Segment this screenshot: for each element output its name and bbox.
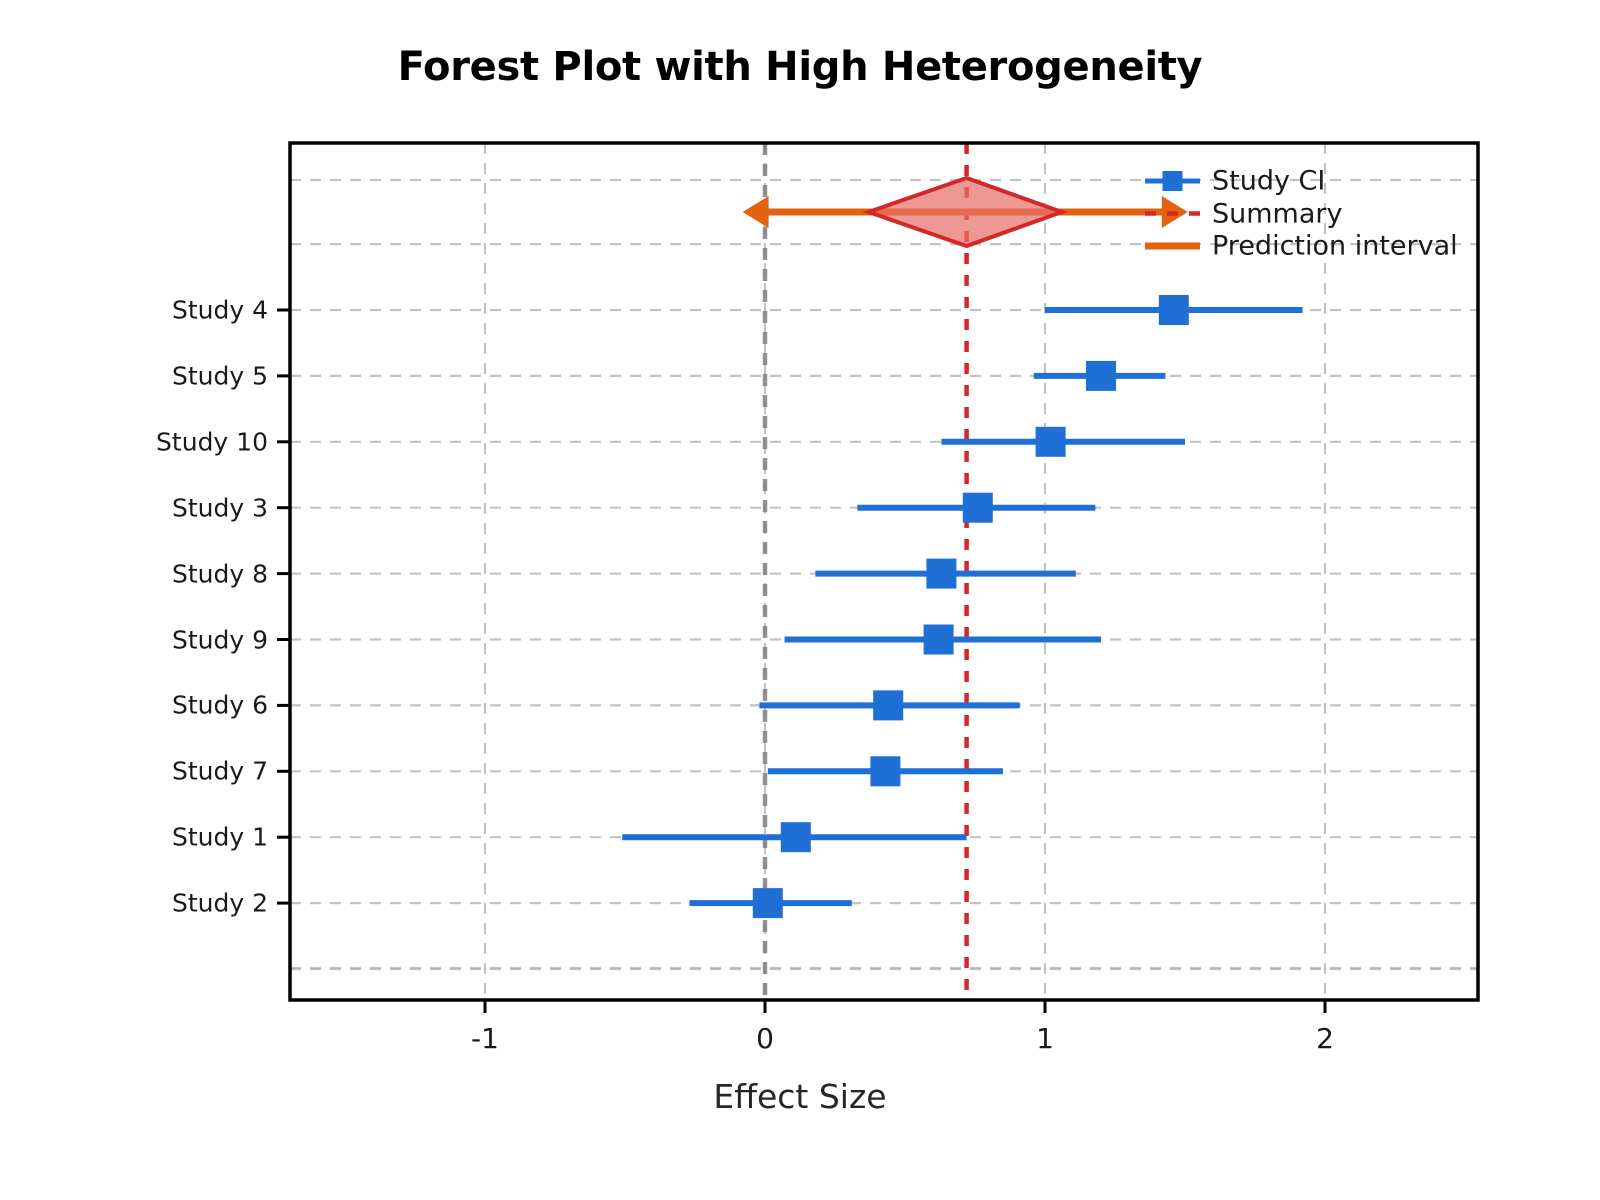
legend-item-prediction-interval: Prediction interval: [1212, 230, 1458, 262]
y-tick-label-study-5: Study 5: [171, 361, 268, 391]
study-estimate-marker: [923, 624, 954, 655]
chart-title: Forest Plot with High Heterogeneity: [397, 44, 1203, 90]
summary-diamond: [862, 175, 1068, 249]
study-row: [815, 558, 1076, 589]
study-estimate-marker: [926, 558, 957, 589]
x-tick-label: 2: [1316, 1022, 1334, 1055]
legend-item-study-ci: Study CI: [1212, 165, 1326, 197]
study-estimate-marker: [873, 690, 904, 721]
study-row: [941, 426, 1185, 457]
y-tick-label-study-1: Study 1: [171, 822, 268, 852]
x-axis-label: Effect Size: [713, 1077, 887, 1116]
study-row: [767, 756, 1003, 787]
study-row: [857, 492, 1096, 523]
y-tick-label-study-7: Study 7: [171, 756, 268, 786]
study-estimate-marker: [1035, 426, 1066, 457]
prediction-interval-arrow-left: [742, 196, 769, 228]
y-tick-label-study-3: Study 3: [171, 493, 268, 523]
study-estimate-marker: [780, 822, 811, 853]
y-tick-label-study-4: Study 4: [171, 295, 268, 325]
axes-frame: [288, 141, 1480, 1002]
study-row: [759, 690, 1020, 721]
y-tick-label-study-10: Study 10: [156, 427, 268, 457]
study-row: [1033, 360, 1166, 391]
study-estimate-marker: [870, 756, 901, 787]
y-tick-label-study-6: Study 6: [171, 690, 268, 720]
study-row: [689, 888, 852, 919]
y-tick-label-study-2: Study 2: [171, 888, 268, 918]
x-tick-label: -1: [471, 1022, 499, 1055]
study-estimate-marker: [752, 888, 783, 919]
study-estimate-marker: [1158, 295, 1189, 325]
y-tick-label-study-8: Study 8: [171, 559, 268, 589]
study-row: [1045, 295, 1303, 325]
study-row: [784, 624, 1101, 655]
legend-item-summary: Summary: [1212, 198, 1343, 229]
y-tick-label-study-9: Study 9: [171, 625, 268, 654]
x-tick-label: 0: [756, 1022, 774, 1055]
study-estimate-marker: [1086, 360, 1116, 391]
study-estimate-marker: [962, 492, 993, 523]
study-row: [622, 822, 967, 853]
legend-glyph-study-ci-marker: [1162, 171, 1183, 191]
x-tick-label: 1: [1036, 1022, 1054, 1055]
